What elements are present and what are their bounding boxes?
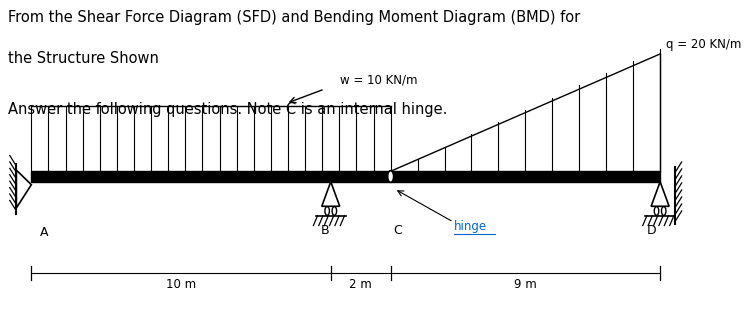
- Text: w = 10 KN/m: w = 10 KN/m: [340, 73, 417, 86]
- Circle shape: [388, 171, 394, 182]
- Text: 2 m: 2 m: [349, 278, 372, 291]
- Text: C: C: [394, 225, 402, 237]
- Text: Answer the following questions. Note C is an internal hinge.: Answer the following questions. Note C i…: [8, 102, 447, 117]
- Text: the Structure Shown: the Structure Shown: [8, 51, 158, 66]
- Bar: [32, 171, 660, 182]
- Text: q = 20 KN/m: q = 20 KN/m: [666, 38, 742, 51]
- Text: hinge: hinge: [453, 220, 486, 233]
- Text: A: A: [41, 226, 49, 239]
- Text: B: B: [320, 225, 329, 237]
- Text: From the Shear Force Diagram (SFD) and Bending Moment Diagram (BMD) for: From the Shear Force Diagram (SFD) and B…: [8, 10, 580, 24]
- Text: 10 m: 10 m: [166, 278, 196, 291]
- Text: 9 m: 9 m: [514, 278, 537, 291]
- Text: D: D: [647, 225, 657, 237]
